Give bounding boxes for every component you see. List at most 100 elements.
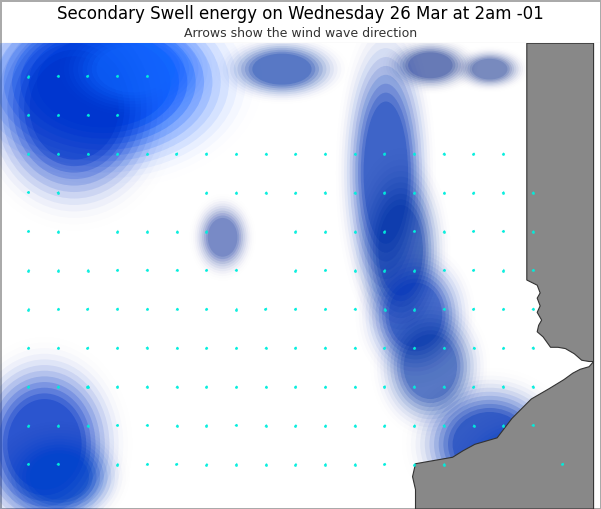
Point [231, 305, 241, 314]
Ellipse shape [7, 436, 111, 509]
Polygon shape [412, 361, 594, 509]
Point [528, 305, 537, 313]
Point [23, 111, 33, 119]
Point [379, 421, 389, 430]
Ellipse shape [425, 388, 555, 501]
Ellipse shape [0, 382, 96, 506]
Ellipse shape [475, 431, 564, 509]
Ellipse shape [469, 58, 510, 81]
Ellipse shape [73, 31, 194, 107]
Point [172, 305, 182, 314]
Point [83, 383, 93, 391]
Point [53, 188, 63, 196]
Ellipse shape [7, 399, 82, 490]
Point [142, 150, 152, 158]
Ellipse shape [64, 25, 203, 113]
Point [82, 305, 92, 313]
Ellipse shape [390, 318, 471, 415]
Ellipse shape [3, 393, 87, 495]
Point [201, 305, 211, 314]
Point [142, 421, 151, 430]
Ellipse shape [37, 37, 171, 127]
Ellipse shape [379, 270, 452, 359]
Point [23, 383, 33, 391]
Ellipse shape [364, 101, 408, 244]
Ellipse shape [252, 53, 312, 84]
Point [528, 344, 537, 352]
Point [112, 266, 122, 274]
Ellipse shape [372, 262, 459, 367]
Ellipse shape [26, 450, 93, 503]
Point [23, 267, 33, 275]
Point [439, 461, 448, 469]
Ellipse shape [403, 49, 458, 81]
Ellipse shape [387, 314, 474, 419]
Point [409, 422, 419, 430]
Point [112, 111, 122, 120]
Ellipse shape [400, 47, 461, 83]
Point [379, 461, 389, 469]
Point [201, 344, 211, 352]
Point [290, 228, 300, 236]
Ellipse shape [444, 404, 536, 485]
Point [201, 189, 211, 197]
Ellipse shape [206, 215, 239, 259]
Point [201, 421, 211, 430]
Point [320, 188, 329, 196]
Ellipse shape [373, 193, 429, 307]
Ellipse shape [352, 66, 419, 279]
Ellipse shape [69, 29, 198, 110]
Ellipse shape [464, 421, 575, 509]
Point [469, 189, 478, 197]
Ellipse shape [237, 46, 326, 93]
Point [439, 344, 448, 352]
Point [468, 305, 478, 313]
Point [409, 305, 419, 314]
Ellipse shape [490, 444, 549, 496]
Ellipse shape [19, 43, 130, 173]
Ellipse shape [4, 14, 204, 150]
Point [142, 461, 151, 469]
Point [409, 267, 419, 275]
Ellipse shape [29, 454, 89, 500]
Ellipse shape [202, 211, 243, 264]
Ellipse shape [376, 200, 426, 301]
Point [53, 383, 63, 391]
Point [171, 150, 181, 158]
Point [53, 228, 63, 236]
Ellipse shape [0, 388, 91, 501]
Ellipse shape [200, 208, 245, 266]
Polygon shape [527, 43, 594, 361]
Point [320, 305, 330, 314]
Point [498, 228, 508, 236]
Point [53, 150, 63, 158]
Point [112, 150, 122, 158]
Point [142, 383, 151, 391]
Point [528, 421, 537, 430]
Point [231, 150, 241, 158]
Point [379, 382, 389, 390]
Ellipse shape [369, 259, 462, 372]
Point [112, 383, 122, 391]
Point [409, 344, 419, 352]
Ellipse shape [376, 266, 456, 363]
Ellipse shape [230, 42, 334, 96]
Ellipse shape [400, 330, 460, 403]
Ellipse shape [20, 25, 188, 138]
Text: Secondary Swell energy on Wednesday 26 Mar at 2am -01: Secondary Swell energy on Wednesday 26 M… [57, 5, 544, 23]
Point [201, 383, 211, 391]
Text: Arrows show the wind wave direction: Arrows show the wind wave direction [184, 27, 417, 40]
Ellipse shape [358, 83, 413, 262]
Point [23, 344, 33, 352]
Ellipse shape [0, 9, 212, 156]
Point [350, 383, 359, 391]
Point [142, 344, 151, 352]
Ellipse shape [453, 412, 527, 476]
Point [53, 422, 63, 430]
Point [112, 461, 122, 469]
Point [290, 422, 300, 430]
Point [112, 305, 122, 313]
Ellipse shape [404, 334, 457, 399]
Ellipse shape [465, 55, 514, 83]
Ellipse shape [29, 56, 119, 160]
